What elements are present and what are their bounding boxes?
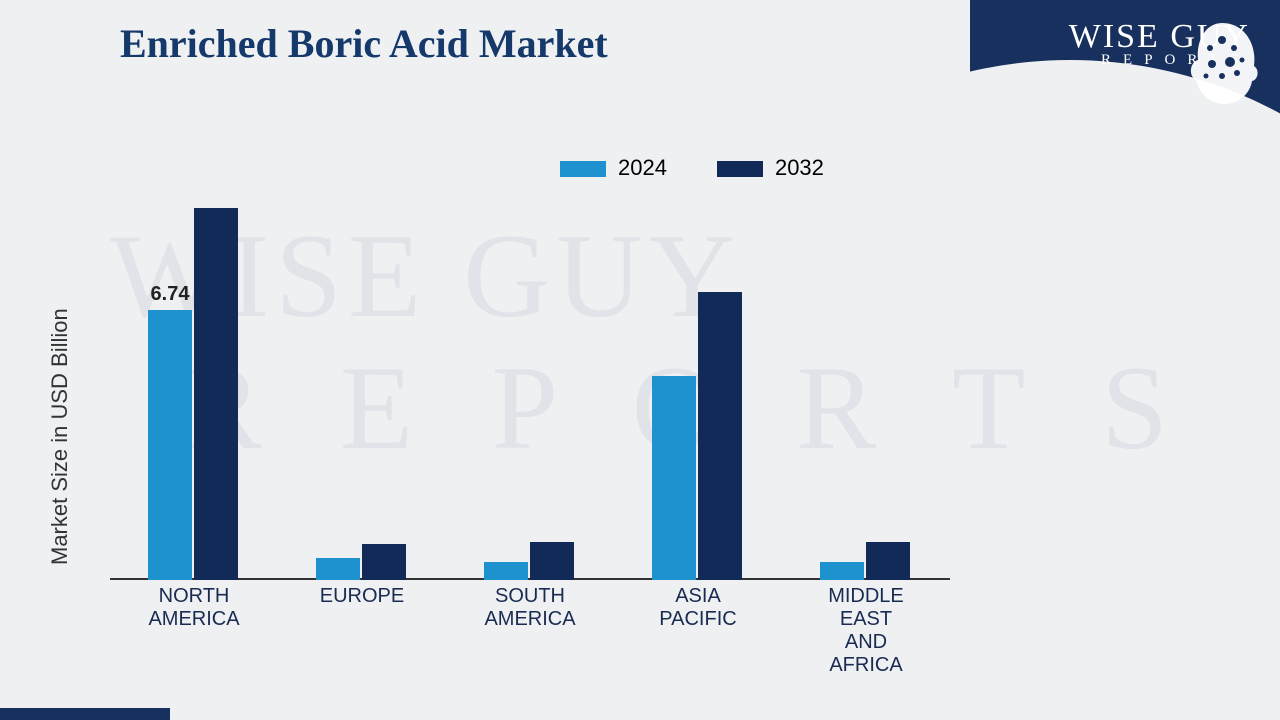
- x-axis-category-label: EUROPE: [278, 585, 446, 608]
- x-axis-category-label: ASIAPACIFIC: [614, 585, 782, 631]
- legend-label-2024: 2024: [618, 155, 667, 180]
- legend-item-2024: 2024: [560, 155, 667, 181]
- bar-2032: [698, 292, 742, 580]
- chart-title: Enriched Boric Acid Market: [120, 20, 608, 67]
- bar-2024: [820, 562, 864, 580]
- legend-label-2032: 2032: [775, 155, 824, 180]
- bar-2024: [148, 310, 192, 580]
- bar-2024: [652, 376, 696, 580]
- y-axis-label: Market Size in USD Billion: [47, 308, 73, 565]
- bar-2024: [316, 558, 360, 580]
- x-axis-category-label: NORTHAMERICA: [110, 585, 278, 631]
- bar-2032: [362, 544, 406, 580]
- legend-item-2032: 2032: [717, 155, 824, 181]
- legend-swatch-2032: [717, 161, 763, 177]
- legend-swatch-2024: [560, 161, 606, 177]
- bar-2032: [530, 542, 574, 580]
- bar-value-label: 6.74: [151, 283, 190, 306]
- page-root: WISE GUY REPORTS Enriched Boric Acid Mar…: [0, 0, 1280, 720]
- bar-2024: [484, 562, 528, 580]
- bar-2032: [866, 542, 910, 580]
- legend: 2024 2032: [560, 155, 824, 181]
- bar-2032: [194, 208, 238, 580]
- chart-plot-area: 6.74NORTHAMERICAEUROPESOUTHAMERICAASIAPA…: [110, 180, 950, 580]
- brand-head-icon: [1182, 18, 1262, 108]
- x-axis-category-label: MIDDLEEASTANDAFRICA: [782, 585, 950, 677]
- footer-accent-bar: [0, 708, 170, 720]
- x-axis-category-label: SOUTHAMERICA: [446, 585, 614, 631]
